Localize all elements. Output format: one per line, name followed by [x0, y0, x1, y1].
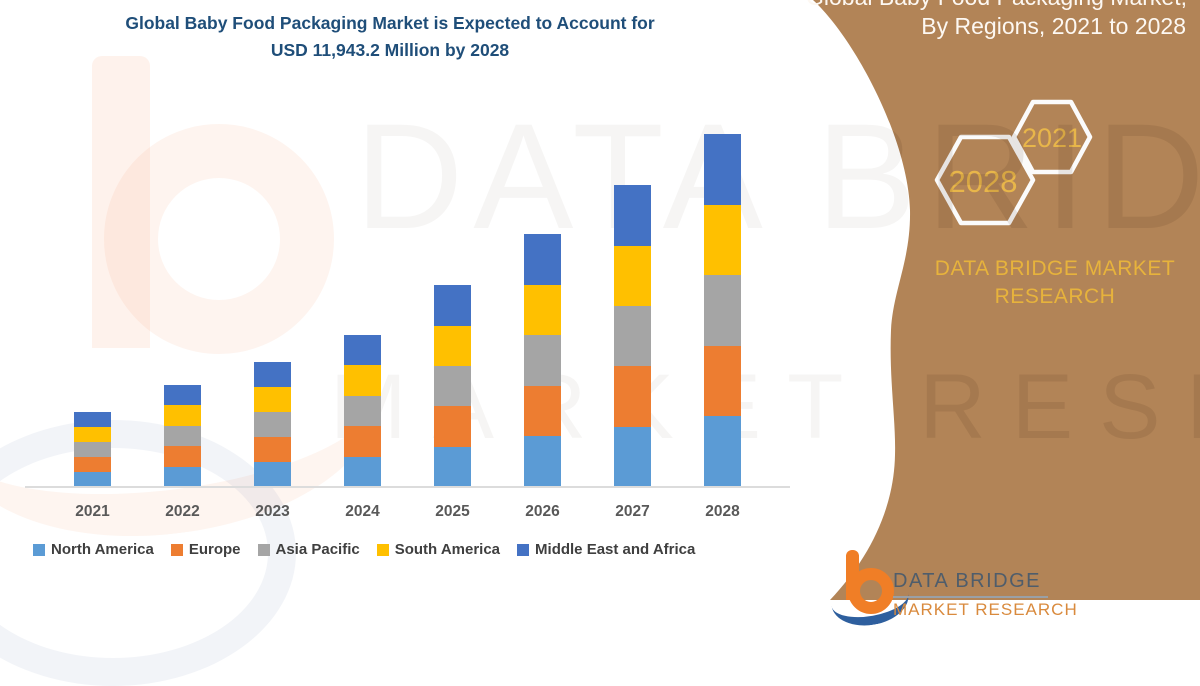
hexagon-2028-label: 2028	[949, 164, 1018, 199]
bar-2023	[254, 361, 291, 487]
bar-segment-2028-middle-east-and-africa	[704, 134, 741, 205]
right-panel-graphic: 2028 2021	[813, 0, 1200, 600]
bar-segment-2025-middle-east-and-africa	[434, 285, 471, 326]
x-axis-label-2025: 2025	[435, 503, 470, 520]
x-axis-label-2023: 2023	[255, 503, 290, 520]
legend-item-south-america: South America	[376, 541, 501, 558]
chart-title: Global Baby Food Packaging Market is Exp…	[30, 10, 750, 64]
bar-2026	[524, 234, 561, 487]
bar-segment-2028-asia-pacific	[704, 275, 741, 346]
legend-label: Asia Pacific	[275, 541, 360, 558]
bar-segment-2023-south-america	[254, 386, 291, 412]
hexagon-2028	[934, 134, 1036, 226]
x-axis-label-2022: 2022	[165, 503, 200, 520]
legend-label: South America	[394, 541, 501, 558]
bar-segment-2027-europe	[614, 366, 651, 427]
x-axis-label-2026: 2026	[525, 503, 560, 520]
bar-2027	[614, 185, 651, 487]
legend-item-europe: Europe	[170, 541, 241, 558]
bar-segment-2021-south-america	[74, 426, 111, 442]
bar-2024	[344, 334, 381, 487]
legend-item-middle-east-and-africa: Middle East and Africa	[517, 541, 695, 558]
legend-swatch-icon	[33, 543, 45, 556]
legend-item-asia-pacific: Asia Pacific	[257, 541, 360, 558]
bar-segment-2025-north-america	[434, 446, 471, 487]
legend-swatch-icon	[170, 543, 183, 556]
x-axis-label-2027: 2027	[615, 503, 650, 520]
chart-title-line1: Global Baby Food Packaging Market is Exp…	[125, 13, 655, 33]
bar-segment-2021-north-america	[74, 471, 111, 487]
chart-title-line2: USD 11,943.2 Million by 2028	[270, 40, 510, 61]
bar-segment-2024-north-america	[344, 456, 381, 487]
bar-segment-2026-middle-east-and-africa	[524, 234, 561, 285]
bar-segment-2023-europe	[254, 436, 291, 462]
panel-heading-line1: Global Baby Food Packaging Market,	[806, 0, 1187, 12]
bar-segment-2024-asia-pacific	[344, 395, 381, 427]
bar-segment-2022-south-america	[164, 405, 201, 426]
bar-segment-2026-asia-pacific	[524, 335, 561, 386]
bar-segment-2026-north-america	[524, 436, 561, 487]
legend-item-north-america: North America	[33, 541, 154, 558]
bar-segment-2021-asia-pacific	[74, 441, 111, 457]
bar-segment-2027-north-america	[614, 426, 651, 487]
hexagon-2021	[1011, 99, 1093, 175]
x-axis-baseline	[25, 486, 790, 488]
bar-segment-2028-north-america	[704, 416, 741, 487]
footer-logo-underline	[893, 596, 1048, 598]
bar-segment-2023-asia-pacific	[254, 411, 291, 437]
legend-swatch-icon	[376, 543, 389, 556]
bar-segment-2022-middle-east-and-africa	[164, 384, 201, 406]
stacked-bar-chart: 2021 2022 2023 2024 2025 2026 2027 2028	[74, 134, 741, 520]
hexagon-2021-label: 2021	[1022, 123, 1082, 153]
legend-swatch-icon	[257, 543, 270, 556]
bar-segment-2025-europe	[434, 406, 471, 447]
bar-segment-2022-europe	[164, 446, 201, 467]
bar-segment-2021-europe	[74, 456, 111, 472]
bar-segment-2022-asia-pacific	[164, 425, 201, 447]
bar-segment-2026-south-america	[524, 284, 561, 336]
panel-brand-line1: DATA BRIDGE MARKET	[934, 257, 1176, 280]
bar-segment-2027-middle-east-and-africa	[614, 185, 651, 246]
legend-label: Europe	[188, 541, 241, 558]
databridge-footer-logo: DATA BRIDGE MARKET RESEARCH	[827, 548, 1165, 632]
panel-heading: Global Baby Food Packaging Market, By Re…	[806, 0, 1200, 42]
bar-segment-2024-south-america	[344, 365, 381, 396]
bar-segment-2028-europe	[704, 345, 741, 417]
bar-segment-2022-north-america	[164, 466, 201, 487]
chart-legend: North America Europe Asia Pacific South Ame…	[33, 541, 695, 558]
bar-2025	[434, 285, 471, 487]
x-axis-label-2021: 2021	[75, 503, 110, 520]
panel-brand-text: DATA BRIDGE MARKET RESEARCH	[930, 255, 1180, 312]
bar-segment-2026-europe	[524, 385, 561, 437]
bar-2022	[164, 384, 201, 487]
bar-segment-2027-south-america	[614, 245, 651, 306]
panel-brand-line2: RESEARCH	[994, 285, 1116, 309]
panel-heading-line2: By Regions, 2021 to 2028	[921, 12, 1186, 39]
bar-segment-2023-middle-east-and-africa	[254, 361, 291, 387]
footer-logo-text: DATA BRIDGE	[893, 570, 1042, 592]
legend-label: North America	[51, 541, 154, 558]
bar-segment-2024-europe	[344, 426, 381, 457]
bar-2028	[704, 134, 741, 487]
brown-panel-shape	[813, 0, 1200, 600]
x-axis-label-2028: 2028	[705, 503, 740, 520]
bar-segment-2028-south-america	[704, 204, 741, 276]
legend-label: Middle East and Africa	[535, 541, 696, 558]
footer-logo-subtext: MARKET RESEARCH	[893, 600, 1078, 619]
bar-segment-2023-north-america	[254, 461, 291, 487]
x-axis-label-2024: 2024	[345, 503, 380, 520]
bar-segment-2024-middle-east-and-africa	[344, 334, 381, 366]
bar-segment-2021-middle-east-and-africa	[74, 411, 111, 427]
bar-segment-2027-asia-pacific	[614, 305, 651, 367]
bar-segment-2025-asia-pacific	[434, 366, 471, 407]
logo-b-bowl-icon	[848, 568, 894, 614]
legend-swatch-icon	[517, 543, 530, 556]
bar-2021	[74, 411, 111, 487]
bar-segment-2025-south-america	[434, 325, 471, 367]
